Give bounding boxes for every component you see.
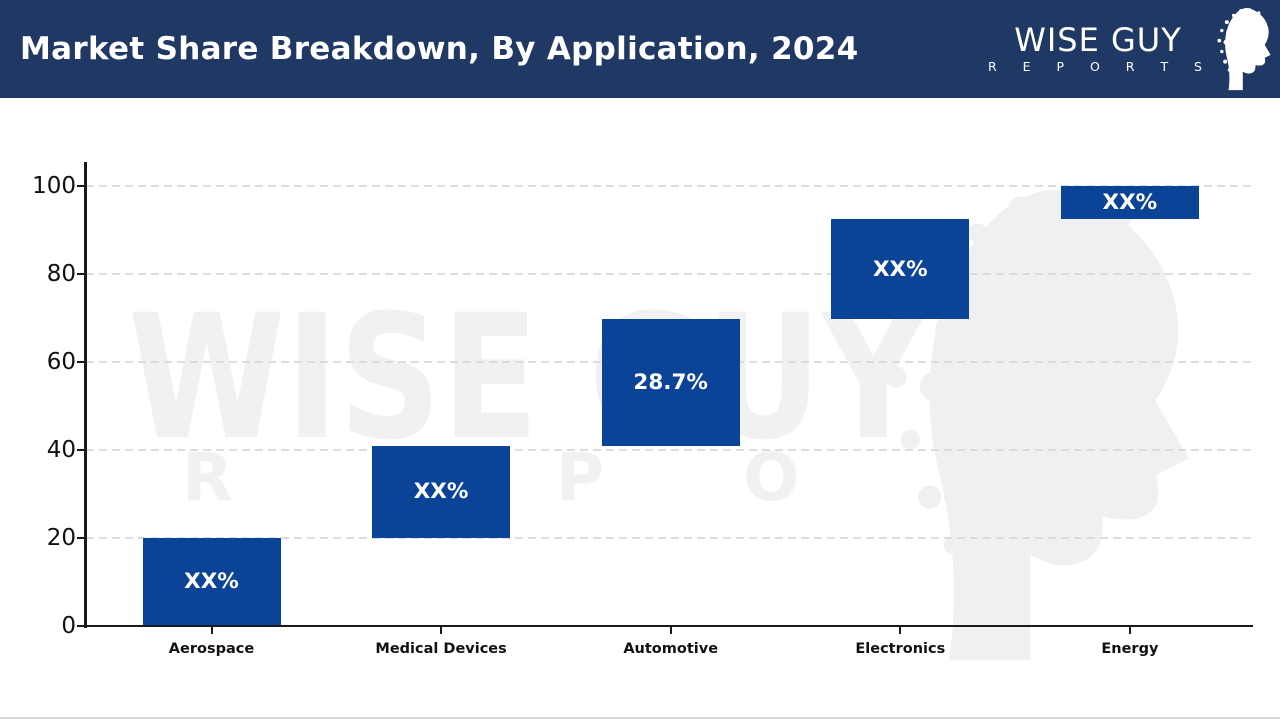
x-tick-mark-medical-devices	[440, 626, 443, 634]
logo-subtitle: R E P O R T S	[987, 59, 1213, 75]
bar-segment-aerospace: XX%	[142, 538, 281, 626]
y-tick-label-60: 60	[46, 349, 76, 375]
gridline-80	[86, 273, 1253, 275]
bar-segment-electronics: XX%	[831, 219, 970, 320]
y-tick-mark-80	[77, 273, 85, 275]
bar-segment-energy: XX%	[1060, 186, 1199, 220]
y-tick-mark-60	[77, 361, 85, 363]
x-tick-mark-aerospace	[210, 626, 213, 634]
y-tick-label-20: 20	[46, 525, 76, 551]
y-tick-mark-40	[77, 449, 85, 451]
bar-value-label-aerospace: XX%	[184, 569, 239, 595]
bar-value-label-automotive: 28.7%	[633, 369, 708, 395]
bar-segment-medical-devices: XX%	[372, 445, 511, 538]
x-tick-mark-automotive	[669, 626, 672, 634]
y-tick-label-0: 0	[61, 613, 76, 639]
wise-guy-logo: WISE GUY R E P O R T S	[983, 7, 1274, 91]
x-tick-mark-energy	[1128, 626, 1131, 634]
figure-title: Market Share Breakdown, By Application, …	[20, 31, 859, 67]
x-axis-label-medical-devices: Medical Devices	[375, 641, 507, 657]
x-axis-line	[84, 624, 1253, 627]
bar-value-label-energy: XX%	[1102, 189, 1158, 215]
y-tick-label-100: 100	[32, 173, 76, 199]
y-tick-label-80: 80	[46, 261, 76, 287]
x-axis-label-electronics: Electronics	[855, 641, 946, 657]
y-tick-mark-100	[77, 185, 85, 187]
x-axis-label-aerospace: Aerospace	[168, 641, 255, 657]
x-axis-label-energy: Energy	[1101, 641, 1159, 657]
bar-value-label-electronics: XX%	[872, 256, 928, 282]
bar-value-label-medical-devices: XX%	[413, 479, 469, 505]
y-tick-mark-20	[77, 537, 85, 539]
y-tick-label-40: 40	[46, 437, 76, 463]
y-axis-line	[84, 162, 87, 628]
gridline-100	[86, 185, 1253, 187]
x-tick-mark-electronics	[899, 626, 902, 634]
gridline-20	[86, 537, 1253, 539]
logo-wordmark: WISE GUY	[1014, 21, 1182, 60]
logo-text: WISE GUY R E P O R T S	[983, 24, 1213, 74]
y-tick-mark-0	[77, 625, 85, 627]
bar-segment-automotive: 28.7%	[601, 319, 740, 446]
figure-header: Market Share Breakdown, By Application, …	[0, 0, 1280, 98]
gridline-40	[86, 449, 1253, 451]
watermark-wordmark: WISE GUY	[128, 277, 926, 478]
bottom-border	[0, 717, 1280, 719]
logo-face-icon	[1217, 7, 1271, 91]
x-axis-label-automotive: Automotive	[623, 641, 719, 657]
